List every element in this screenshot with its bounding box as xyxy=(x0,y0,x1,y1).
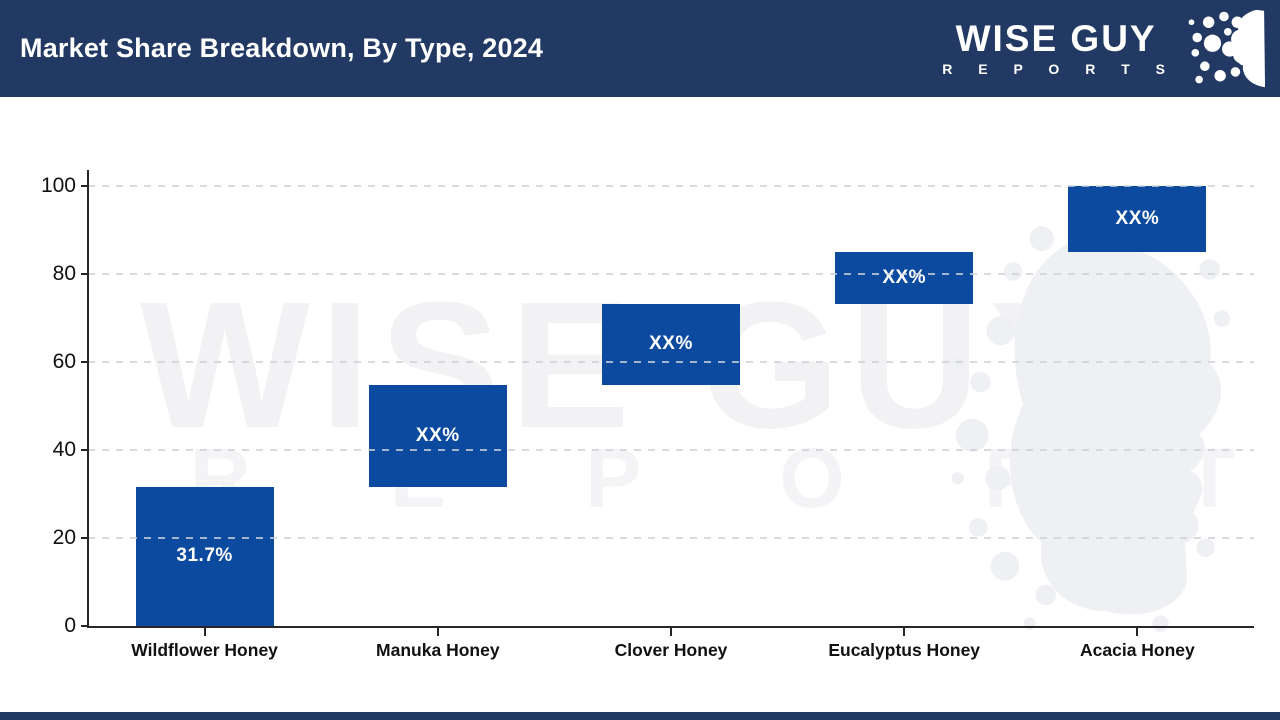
x-tick xyxy=(903,628,906,636)
gridline xyxy=(88,449,1254,451)
y-axis-line xyxy=(87,170,89,628)
bar-value-label: XX% xyxy=(649,333,693,355)
bar-acacia-honey: XX% xyxy=(1068,186,1207,252)
bar-value-label: 31.7% xyxy=(176,545,233,567)
x-tick xyxy=(203,628,206,636)
x-axis-label: Clover Honey xyxy=(614,640,728,660)
footer-bar xyxy=(0,712,1280,720)
bar-manuka-honey: XX% xyxy=(368,384,507,487)
brand-subtitle: R E P O R T S xyxy=(942,61,1176,77)
x-axis-line xyxy=(87,626,1254,628)
x-tick xyxy=(1136,628,1139,636)
x-axis-label: Acacia Honey xyxy=(1080,640,1195,660)
bar-value-label: XX% xyxy=(1115,208,1160,229)
y-tick-label: 40 xyxy=(52,438,76,461)
y-tick-label: 100 xyxy=(40,174,76,197)
y-tick-label: 20 xyxy=(52,526,76,549)
y-tick xyxy=(81,537,88,539)
y-tick xyxy=(81,185,88,187)
x-axis-label: Wildflower Honey xyxy=(131,640,278,660)
watermark-text-2: R E P O R T S xyxy=(190,431,1280,525)
page-title: Market Share Breakdown, By Type, 2024 xyxy=(20,33,544,63)
y-tick-label: 80 xyxy=(52,262,76,285)
gridline xyxy=(88,185,1254,187)
brand-logo: WISE GUY R E P O R T S xyxy=(936,7,1266,91)
y-tick-label: 60 xyxy=(52,350,76,373)
y-tick xyxy=(81,449,88,451)
brand-logo-text: WISE GUY R E P O R T S xyxy=(936,20,1176,77)
bar-value-label: XX% xyxy=(882,266,927,288)
gridline xyxy=(88,537,1254,539)
gridline xyxy=(88,361,1254,363)
bar-value-label: XX% xyxy=(415,424,460,446)
gridline xyxy=(88,273,1254,275)
bar-eucalyptus-honey: XX% xyxy=(835,252,974,304)
y-tick xyxy=(81,273,88,275)
x-tick xyxy=(670,628,672,636)
x-axis-label: Manuka Honey xyxy=(376,640,500,660)
y-tick xyxy=(81,625,88,627)
bar-clover-honey: XX% xyxy=(602,303,740,385)
brand-name: WISE GUY xyxy=(955,18,1157,59)
y-tick xyxy=(81,361,88,363)
brand-face-icon xyxy=(1188,9,1266,87)
y-tick-label: 0 xyxy=(64,614,76,637)
bar-wildflower-honey: 31.7% xyxy=(135,486,274,626)
x-axis-label: Eucalyptus Honey xyxy=(828,640,981,660)
header-bar: Market Share Breakdown, By Type, 2024 WI… xyxy=(0,0,1280,97)
x-tick xyxy=(436,628,439,636)
